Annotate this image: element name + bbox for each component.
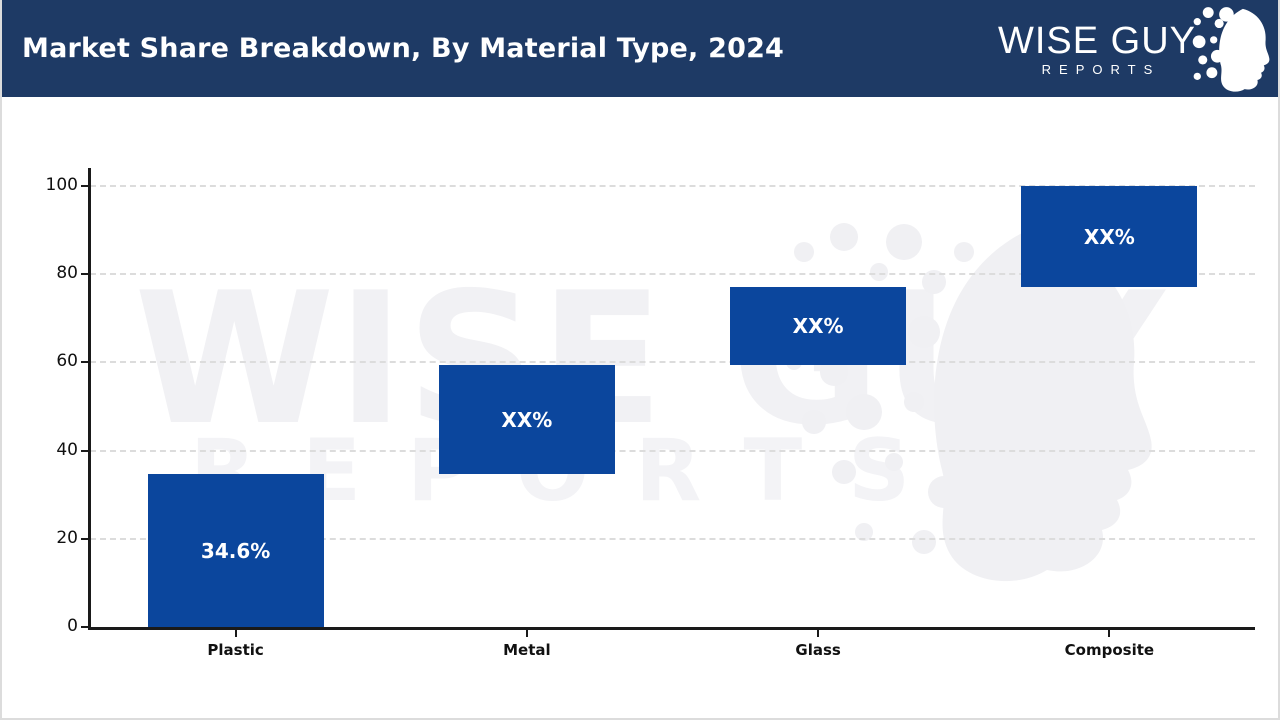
bar-glass: XX%: [730, 287, 907, 366]
x-tick-label-metal: Metal: [503, 641, 551, 659]
x-tick-composite: [1108, 629, 1111, 637]
x-tick-metal: [525, 629, 528, 637]
logo-sub-text: REPORTS: [1041, 62, 1161, 77]
x-tick-label-plastic: Plastic: [207, 641, 264, 659]
y-tick-40: [81, 449, 89, 452]
gridline-40: [90, 449, 1255, 452]
bar-plastic: 34.6%: [147, 474, 324, 627]
bar-value-label: XX%: [501, 407, 553, 432]
y-tick-label-20: 20: [56, 527, 78, 548]
y-tick-0: [81, 626, 89, 628]
x-tick-glass: [817, 629, 820, 637]
y-tick-label-80: 80: [56, 263, 78, 284]
x-tick-label-composite: Composite: [1064, 641, 1155, 659]
gridline-80: [90, 273, 1255, 276]
y-tick-20: [81, 537, 89, 540]
x-axis: [88, 627, 1255, 630]
y-tick-80: [81, 273, 89, 276]
logo-face-icon: [1192, 7, 1270, 92]
header-bar: Market Share Breakdown, By Material Type…: [2, 0, 1278, 97]
wiseguy-logo: WISE GUY REPORTS: [998, 6, 1272, 92]
bar-value-label: XX%: [792, 314, 844, 339]
page-title: Market Share Breakdown, By Material Type…: [22, 33, 785, 64]
gridline-60: [90, 361, 1255, 364]
gridline-20: [90, 537, 1255, 540]
x-tick-plastic: [234, 629, 237, 637]
logo-wordmark: WISE GUY REPORTS: [998, 22, 1196, 76]
bar-value-label: 34.6%: [200, 538, 271, 563]
y-tick-label-0: 0: [67, 616, 78, 636]
y-tick-label-100: 100: [45, 175, 78, 195]
x-tick-label-glass: Glass: [795, 641, 841, 659]
y-axis: [88, 168, 91, 629]
watermark-face-icon: [786, 223, 1152, 582]
bar-composite: XX%: [1021, 186, 1198, 288]
y-tick-label-40: 40: [56, 439, 78, 460]
y-tick-100: [81, 185, 89, 187]
bar-metal: XX%: [438, 365, 615, 475]
y-tick-60: [81, 361, 89, 364]
gridline-100: [90, 185, 1255, 187]
logo-wordmark-text: WISE GUY: [997, 20, 1196, 62]
y-tick-label-60: 60: [56, 351, 78, 372]
bar-value-label: XX%: [1083, 224, 1135, 249]
